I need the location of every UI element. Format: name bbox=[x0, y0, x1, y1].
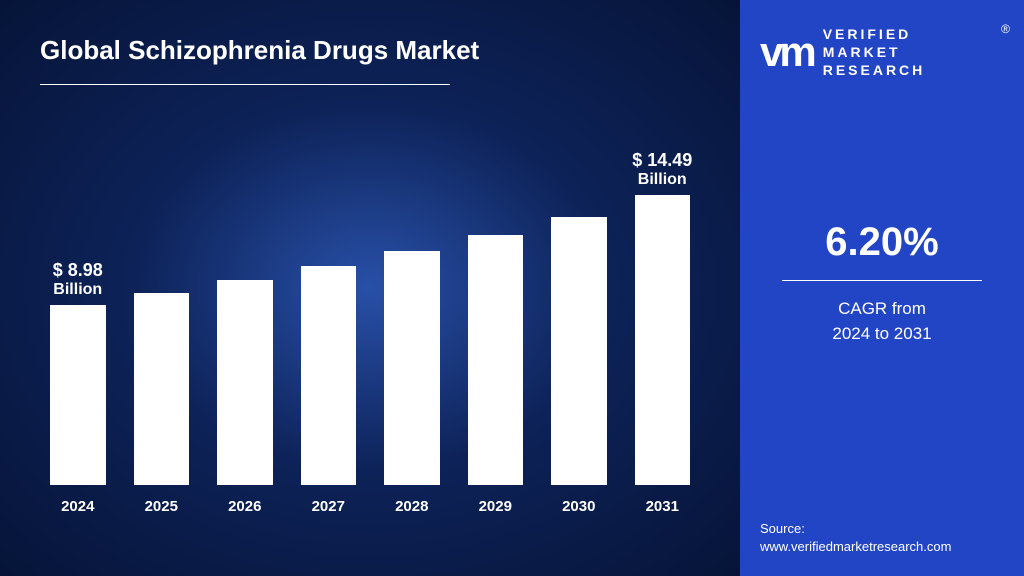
source-citation: Source: www.verifiedmarketresearch.com bbox=[760, 520, 951, 556]
cagr-caption-line1: CAGR from bbox=[760, 296, 1004, 322]
bar bbox=[50, 305, 106, 485]
logo: vm VERIFIED MARKET RESEARCH bbox=[760, 25, 1004, 80]
title-underline bbox=[40, 84, 450, 85]
bar-2024: $ 8.98Billion bbox=[50, 305, 106, 485]
bar bbox=[468, 235, 524, 485]
bar bbox=[551, 217, 607, 485]
bars-container: $ 8.98Billion $ 14.49Billion bbox=[40, 145, 700, 485]
x-label-2025: 2025 bbox=[134, 498, 190, 515]
bar-label-last: $ 14.49Billion bbox=[632, 150, 692, 189]
bar-label-first: $ 8.98Billion bbox=[53, 260, 103, 299]
bar-chart: $ 8.98Billion $ 14.49Billion 2024 2025 2026… bbox=[40, 115, 700, 515]
bar-2029 bbox=[468, 235, 524, 485]
logo-text: VERIFIED MARKET RESEARCH bbox=[823, 25, 926, 80]
bar-2027 bbox=[301, 266, 357, 485]
logo-mark: vm bbox=[760, 31, 813, 73]
x-label-2027: 2027 bbox=[301, 498, 357, 515]
x-label-2031: 2031 bbox=[635, 498, 691, 515]
bar bbox=[217, 280, 273, 485]
bar-2031: $ 14.49Billion bbox=[635, 195, 691, 485]
source-url: www.verifiedmarketresearch.com bbox=[760, 538, 951, 556]
x-label-2028: 2028 bbox=[384, 498, 440, 515]
logo-line3: RESEARCH bbox=[823, 61, 926, 79]
x-label-2030: 2030 bbox=[551, 498, 607, 515]
bar-2030 bbox=[551, 217, 607, 485]
cagr-block: 6.20% CAGR from 2024 to 2031 bbox=[760, 220, 1004, 347]
chart-title: Global Schizophrenia Drugs Market bbox=[40, 35, 700, 66]
x-label-2029: 2029 bbox=[468, 498, 524, 515]
cagr-caption-line2: 2024 to 2031 bbox=[760, 321, 1004, 347]
cagr-value: 6.20% bbox=[760, 220, 1004, 265]
x-label-2024: 2024 bbox=[50, 498, 106, 515]
bar bbox=[635, 195, 691, 485]
cagr-caption: CAGR from 2024 to 2031 bbox=[760, 296, 1004, 347]
bar bbox=[134, 293, 190, 485]
main-panel: Global Schizophrenia Drugs Market $ 8.98… bbox=[0, 0, 740, 576]
bar bbox=[384, 251, 440, 485]
cagr-divider bbox=[782, 280, 982, 281]
source-label: Source: bbox=[760, 520, 951, 538]
bar-2028 bbox=[384, 251, 440, 485]
x-axis-labels: 2024 2025 2026 2027 2028 2029 2030 2031 bbox=[40, 498, 700, 515]
registered-mark: ® bbox=[1001, 22, 1010, 36]
logo-line2: MARKET bbox=[823, 43, 926, 61]
side-panel: ® vm VERIFIED MARKET RESEARCH 6.20% CAGR… bbox=[740, 0, 1024, 576]
x-label-2026: 2026 bbox=[217, 498, 273, 515]
logo-line1: VERIFIED bbox=[823, 25, 926, 43]
bar bbox=[301, 266, 357, 485]
bar-2025 bbox=[134, 293, 190, 485]
bar-2026 bbox=[217, 280, 273, 485]
